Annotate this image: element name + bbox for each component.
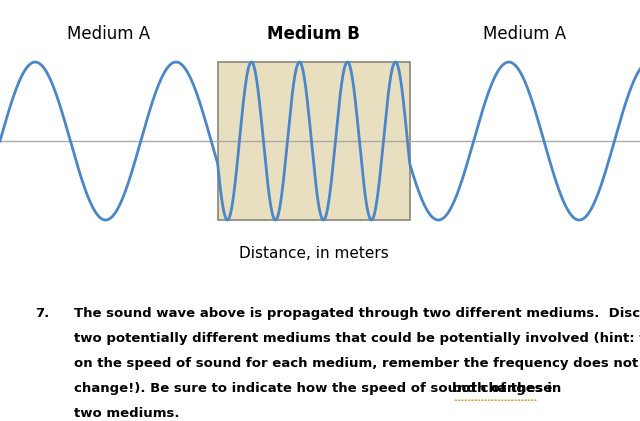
Text: 7.: 7. xyxy=(35,307,49,320)
Text: two potentially different mediums that could be potentially involved (hint: focu: two potentially different mediums that c… xyxy=(74,332,640,345)
Text: Medium A: Medium A xyxy=(483,25,566,43)
Bar xyxy=(218,62,410,220)
Text: both of these: both of these xyxy=(452,382,553,395)
Text: Medium B: Medium B xyxy=(267,25,360,43)
Text: on the speed of sound for each medium, remember the frequency does not: on the speed of sound for each medium, r… xyxy=(74,357,638,370)
Text: Distance, in meters: Distance, in meters xyxy=(239,246,388,261)
Text: Medium A: Medium A xyxy=(67,25,150,43)
Text: change!). Be sure to indicate how the speed of sound changes in: change!). Be sure to indicate how the sp… xyxy=(74,382,566,395)
Text: The sound wave above is propagated through two different mediums.  Discuss: The sound wave above is propagated throu… xyxy=(74,307,640,320)
Text: two mediums.: two mediums. xyxy=(74,407,179,420)
